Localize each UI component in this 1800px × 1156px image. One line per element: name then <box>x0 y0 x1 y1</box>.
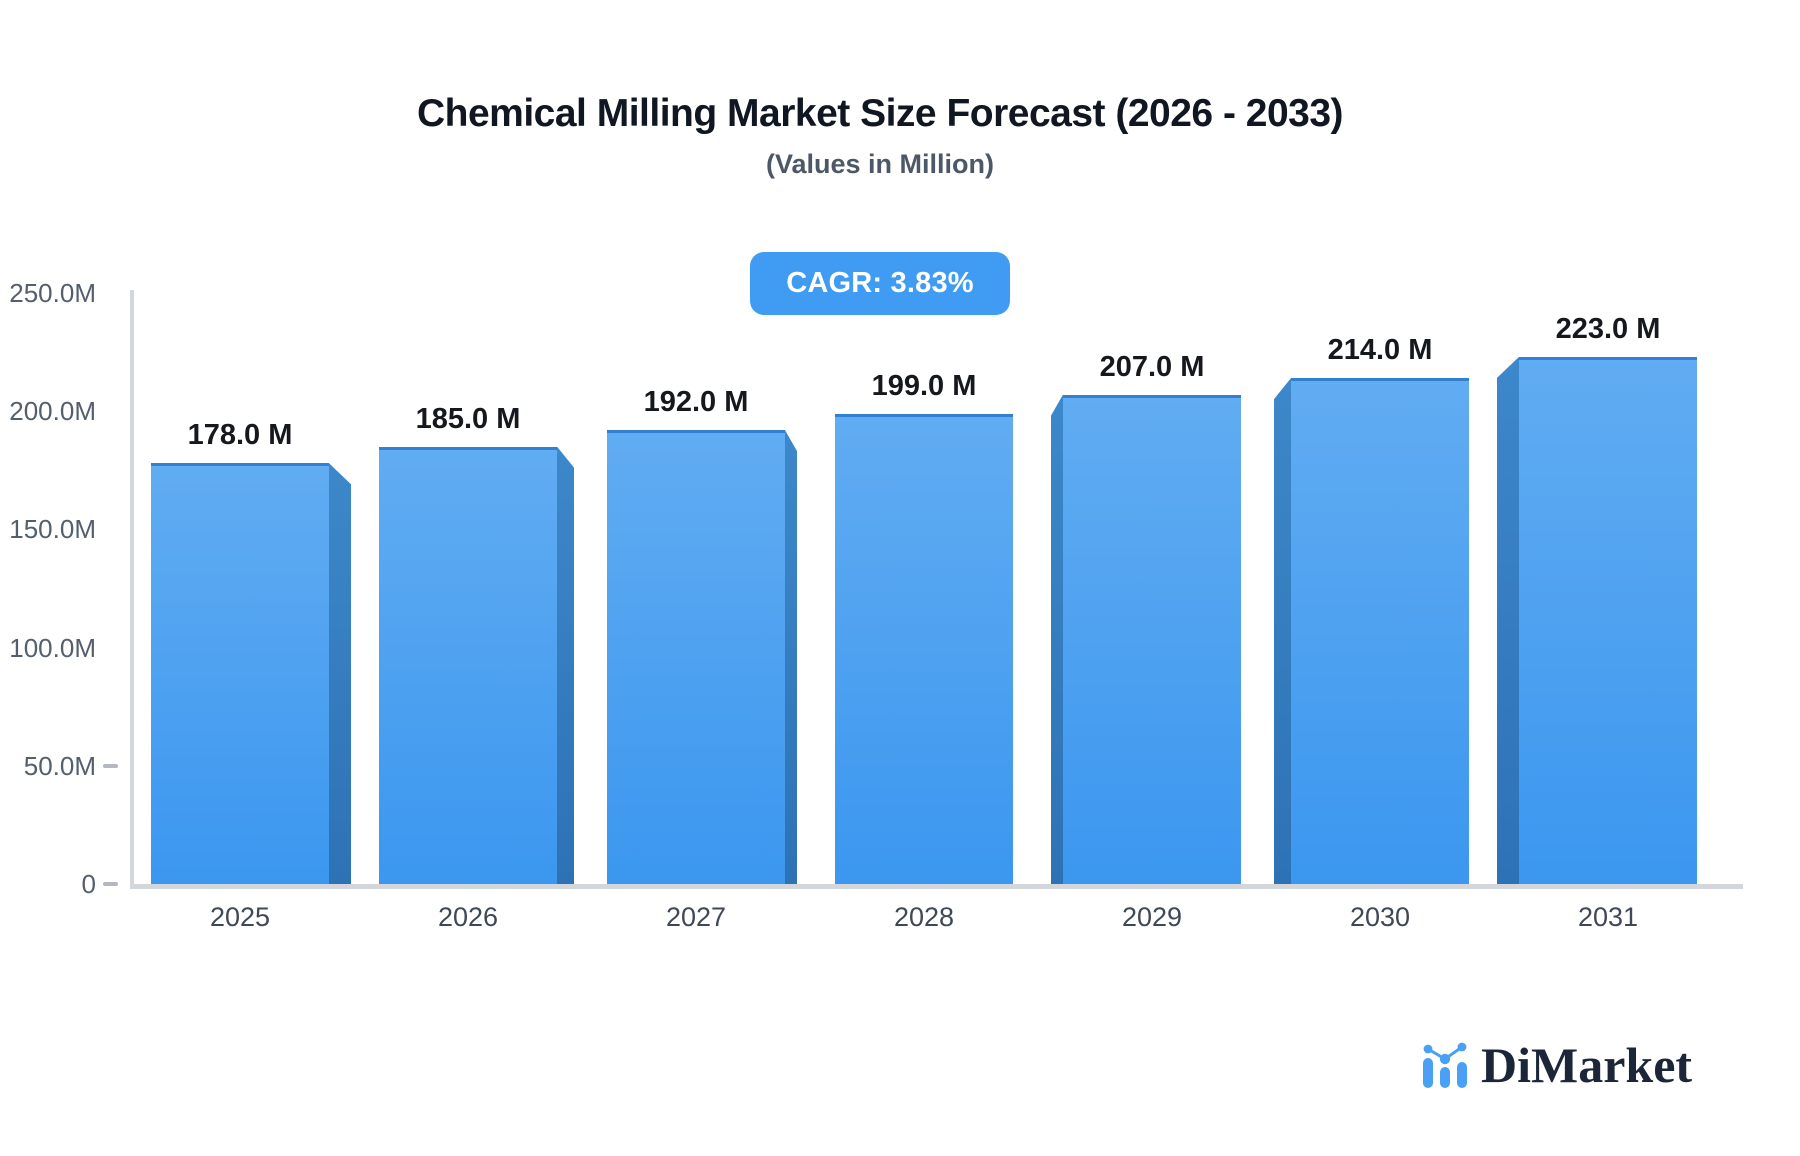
bar-2031[interactable] <box>1519 356 1697 884</box>
bar-value-label: 192.0 M <box>643 386 749 419</box>
y-tick-label: 50.0M <box>23 750 96 781</box>
cagr-badge-wrap: CAGR: 3.83% <box>0 252 1760 315</box>
page-subtitle: (Values in Million) <box>765 149 995 179</box>
bar-side-panel <box>1051 394 1063 884</box>
y-tick-mark <box>103 882 118 886</box>
bar-side-panel <box>329 463 351 884</box>
dimarket-logo: DiMarket <box>1420 1040 1692 1090</box>
bar-value-label: 199.0 M <box>871 369 977 402</box>
bar-side-panel <box>1274 378 1291 884</box>
dimarket-logo-text: DiMarket <box>1481 1037 1693 1093</box>
x-axis-label: 2030 <box>1349 902 1411 932</box>
x-axis-line <box>130 884 1743 889</box>
x-axis-label: 2026 <box>437 902 499 932</box>
bar-side-panel <box>1497 356 1519 884</box>
bar-2030[interactable] <box>1291 378 1469 884</box>
bar-value-label: 185.0 M <box>415 402 521 435</box>
x-axis-label: 2031 <box>1577 902 1639 932</box>
y-tick-mark <box>103 763 118 768</box>
y-tick-label: 200.0M <box>9 396 96 427</box>
y-tick-label: 100.0M <box>9 632 96 663</box>
bar-value-label: 214.0 M <box>1327 334 1433 367</box>
y-axis-line <box>130 290 134 889</box>
x-axis-label: 2029 <box>1121 902 1183 932</box>
bar-side-panel <box>785 430 797 884</box>
bar-line-chart-icon <box>1423 1042 1467 1088</box>
bar-value-label: 178.0 M <box>187 419 293 452</box>
y-tick-label: 0 <box>81 869 96 899</box>
x-axis-label: 2025 <box>209 902 271 932</box>
bar-2026[interactable] <box>379 446 557 884</box>
y-tick-label: 250.0M <box>9 278 96 308</box>
bar-2027[interactable] <box>607 430 785 884</box>
chart-header: Chemical Milling Market Size Forecast (2… <box>0 92 1760 180</box>
page-title: Chemical Milling Market Size Forecast (2… <box>416 92 1344 135</box>
bar-2025[interactable] <box>151 463 329 884</box>
bar-value-label: 207.0 M <box>1099 350 1205 383</box>
bar-2029[interactable] <box>1063 394 1241 884</box>
x-axis-label: 2027 <box>665 902 727 932</box>
x-axis-label: 2028 <box>893 902 955 932</box>
y-tick-label: 150.0M <box>9 514 96 545</box>
cagr-badge: CAGR: 3.83% <box>750 252 1010 315</box>
bar-side-panel <box>557 446 574 884</box>
bar-value-label: 223.0 M <box>1555 312 1661 345</box>
bar-2028[interactable] <box>835 413 1013 884</box>
